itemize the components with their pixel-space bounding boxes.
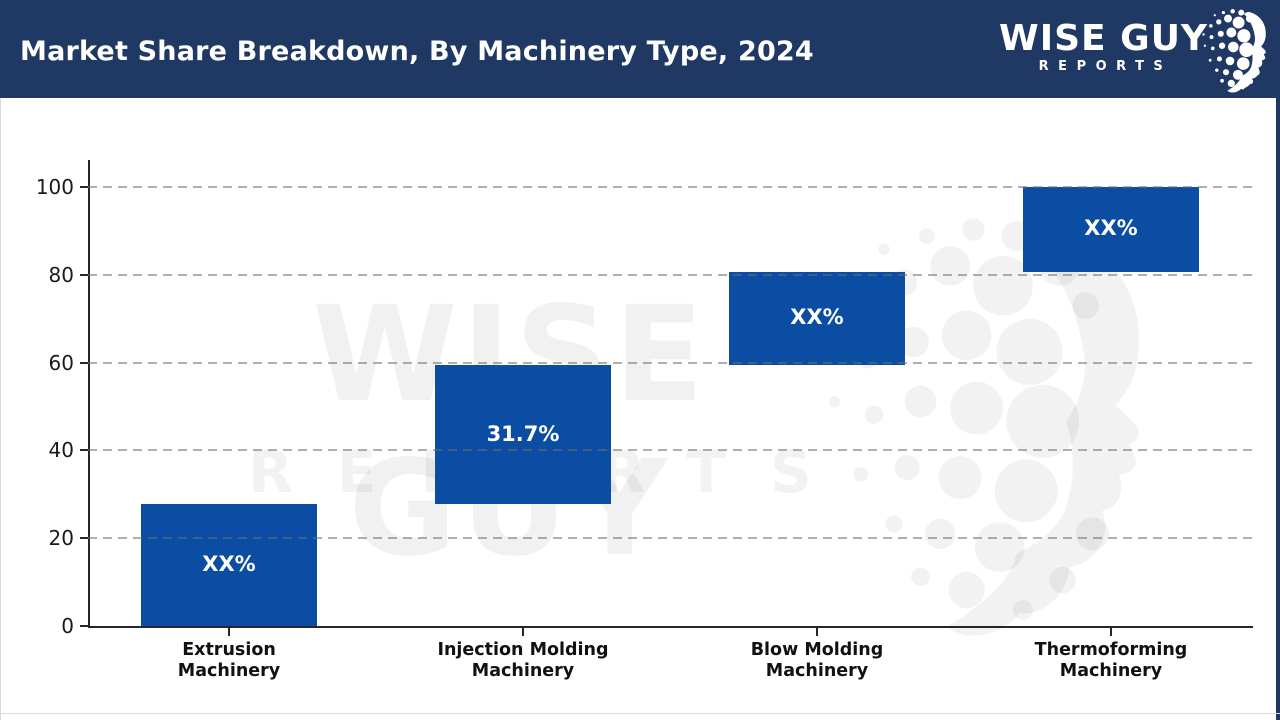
x-tick-mark <box>1110 628 1112 636</box>
x-tick-label: Thermoforming Machinery <box>1034 640 1188 681</box>
y-tick-label: 40 <box>48 438 74 463</box>
y-tick-mark <box>80 273 88 276</box>
bar-value-label: XX% <box>1084 216 1138 241</box>
x-tick-mark <box>816 628 818 636</box>
bar-value-label: 31.7% <box>486 421 560 446</box>
gridline <box>88 273 1253 276</box>
x-axis-line <box>88 626 1253 628</box>
y-tick-mark <box>80 361 88 364</box>
x-tick-label: Injection Molding Machinery <box>437 640 609 681</box>
gridline <box>88 537 1253 540</box>
y-tick-label: 60 <box>48 350 74 375</box>
x-tick-mark <box>522 628 524 636</box>
y-tick-mark <box>80 625 88 627</box>
right-border-strip <box>1276 0 1280 720</box>
x-tick-label: Extrusion Machinery <box>177 640 281 681</box>
y-tick-label: 0 <box>61 614 74 638</box>
y-tick-mark <box>80 537 88 540</box>
logo-wiseguy-label: WISE GUY <box>998 18 1208 59</box>
logo-reports-label: REPORTS <box>1038 59 1173 74</box>
y-tick-label: 80 <box>48 262 74 287</box>
left-border-line <box>0 98 1 720</box>
bottom-border-line <box>0 713 1280 714</box>
y-tick-label: 100 <box>35 175 74 199</box>
logo-text: WISE GUY REPORTS <box>998 18 1208 75</box>
bar-value-label: XX% <box>202 552 256 577</box>
x-tick-mark <box>228 628 230 636</box>
x-tick-label: Blow Molding Machinery <box>750 640 884 681</box>
y-axis-line <box>88 160 90 628</box>
wise-guy-reports-logo: WISE GUY REPORTS <box>999 6 1270 94</box>
gridline <box>88 361 1253 364</box>
bar <box>141 504 317 626</box>
gridline <box>88 449 1253 452</box>
page-title: Market Share Breakdown, By Machinery Typ… <box>20 36 814 67</box>
y-tick-mark <box>80 449 88 452</box>
gridline <box>88 186 1253 188</box>
y-tick-mark <box>80 186 88 188</box>
y-tick-label: 20 <box>48 526 74 551</box>
bar-value-label: XX% <box>790 305 844 330</box>
header-bar: Market Share Breakdown, By Machinery Typ… <box>0 0 1280 98</box>
bar <box>435 365 611 505</box>
